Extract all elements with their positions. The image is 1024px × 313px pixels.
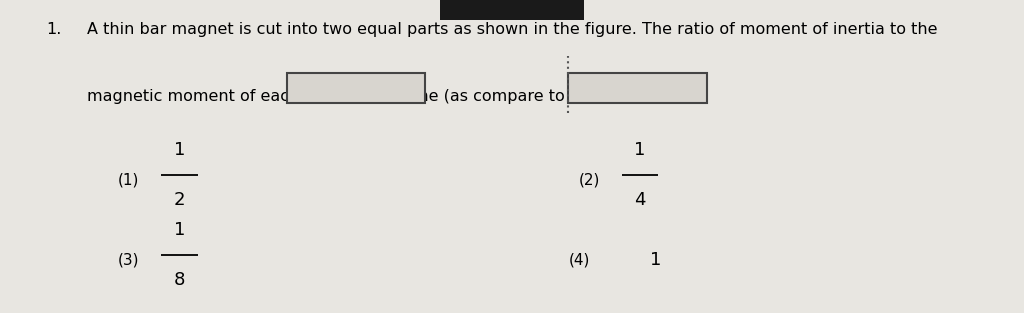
Text: A thin bar magnet is cut into two equal parts as shown in the figure. The ratio : A thin bar magnet is cut into two equal … — [87, 22, 938, 37]
Text: (3): (3) — [118, 252, 139, 267]
Text: 1: 1 — [634, 141, 646, 159]
Text: 8: 8 — [173, 271, 185, 289]
Text: (4): (4) — [568, 252, 590, 267]
Text: magnetic moment of each part will become (as compare to original magnet): magnetic moment of each part will become… — [87, 89, 703, 104]
Text: 1: 1 — [173, 141, 185, 159]
Text: (1): (1) — [118, 172, 139, 187]
Bar — [287, 73, 425, 103]
Text: 4: 4 — [634, 191, 646, 209]
Text: 1: 1 — [173, 221, 185, 239]
Text: 1.: 1. — [46, 22, 61, 37]
Bar — [440, 0, 584, 20]
Text: (2): (2) — [579, 172, 600, 187]
Text: 1: 1 — [650, 251, 662, 269]
Text: 2: 2 — [173, 191, 185, 209]
Bar — [568, 73, 707, 103]
